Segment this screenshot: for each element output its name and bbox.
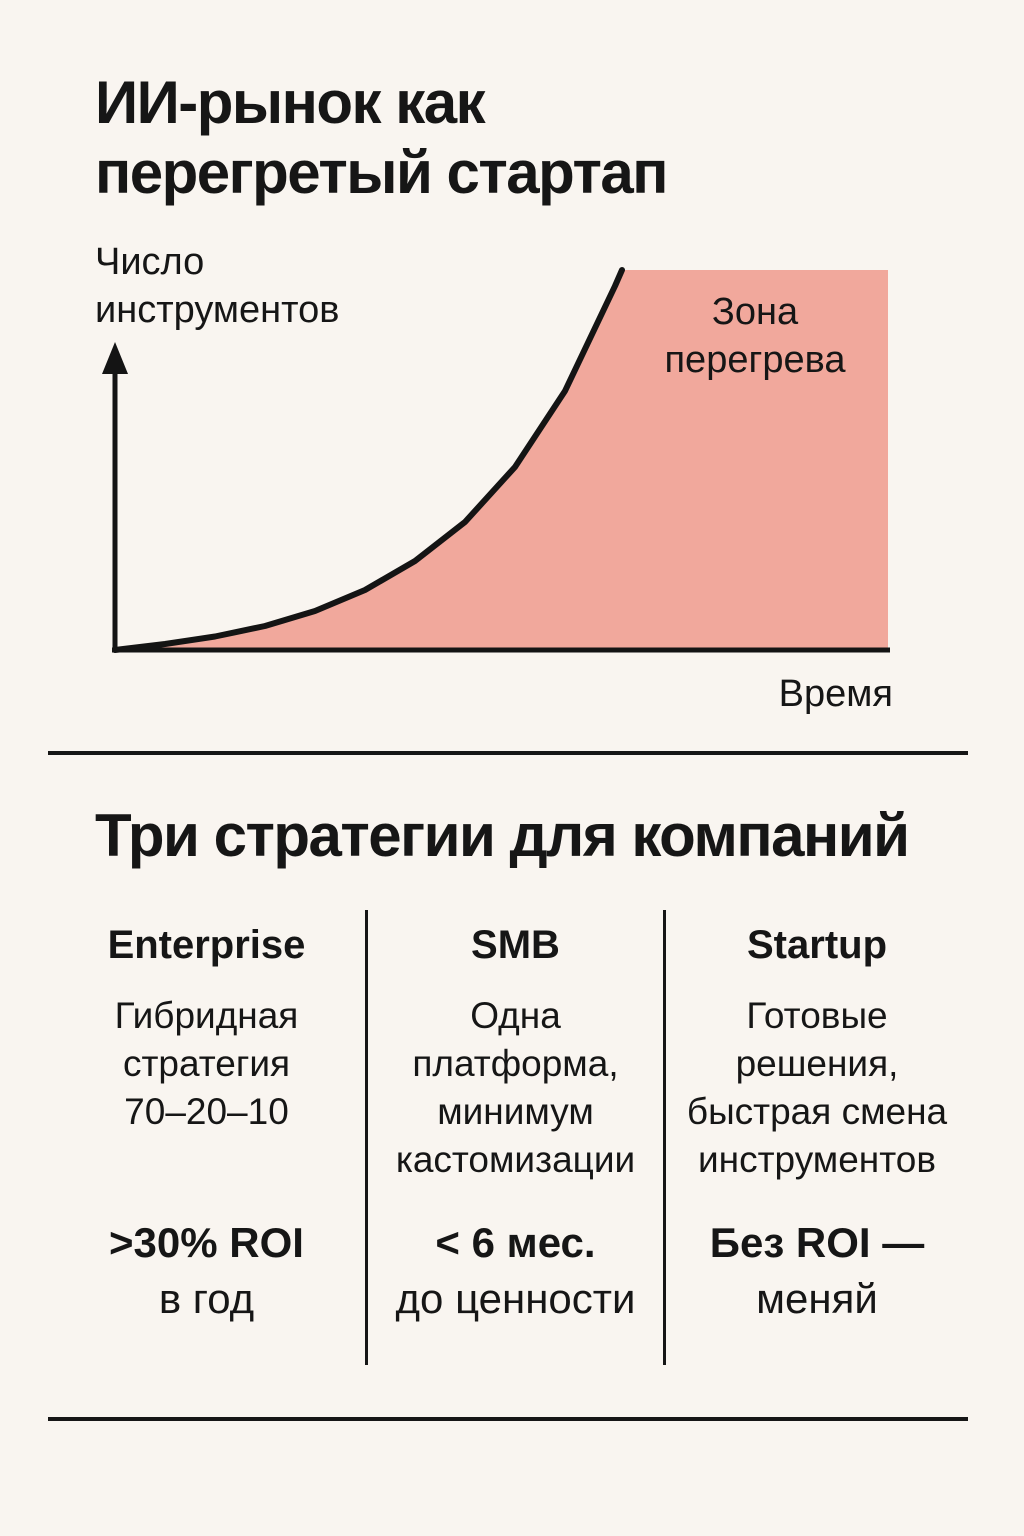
strategies-title: Три стратегии для компаний [95, 802, 910, 869]
metric-highlight: Без ROI — [709, 1219, 925, 1266]
description-line: Готовые [746, 995, 888, 1036]
column-header: Startup [747, 923, 887, 967]
column-header: Enterprise [107, 923, 306, 967]
column-description: Готовые решения, быстрая смена инструмен… [687, 992, 947, 1184]
description-line: кастомизации [395, 1139, 636, 1180]
column-header: SMB [471, 923, 560, 967]
description-line: платформа, [412, 1043, 619, 1084]
column-description: Гибридная стратегия 70–20–10 [115, 992, 299, 1136]
section-divider-bottom [48, 1417, 968, 1421]
metric-detail: в год [158, 1275, 255, 1322]
strategy-column-enterprise: Enterprise Гибридная стратегия 70–20–10 … [48, 910, 365, 1365]
column-metric: >30% ROI в год [109, 1215, 304, 1327]
x-axis-label: Время [778, 673, 893, 715]
y-axis-label: Число инструментов [95, 241, 340, 331]
metric-highlight: < 6 мес. [435, 1219, 596, 1266]
description-line: стратегия [122, 1043, 291, 1084]
y-axis-arrowhead [102, 342, 128, 374]
strategy-column-smb: SMB Одна платформа, минимум кастомизации… [365, 910, 663, 1365]
metric-detail: до ценности [395, 1275, 636, 1322]
description-line: 70–20–10 [124, 1091, 289, 1132]
metric-highlight: >30% ROI [109, 1219, 304, 1266]
description-line: инструментов [697, 1139, 936, 1180]
description-line: Гибридная [114, 995, 299, 1036]
column-description: Одна платформа, минимум кастомизации [396, 992, 635, 1184]
overheat-zone-label: Зона перегрева [664, 291, 846, 381]
metric-detail: меняй [756, 1275, 878, 1322]
description-line: минимум [437, 1091, 594, 1132]
page-title: ИИ-рынок как перегретый стартап [95, 69, 669, 206]
description-line: быстрая смена [686, 1091, 948, 1132]
column-metric: < 6 мес. до ценности [396, 1215, 636, 1327]
strategy-column-startup: Startup Готовые решения, быстрая смена и… [663, 910, 968, 1365]
strategy-columns: Enterprise Гибридная стратегия 70–20–10 … [48, 910, 968, 1365]
column-metric: Без ROI — меняй [710, 1215, 924, 1327]
section-divider-top [48, 751, 968, 755]
description-line: Одна [470, 995, 561, 1036]
description-line: решения, [735, 1043, 899, 1084]
